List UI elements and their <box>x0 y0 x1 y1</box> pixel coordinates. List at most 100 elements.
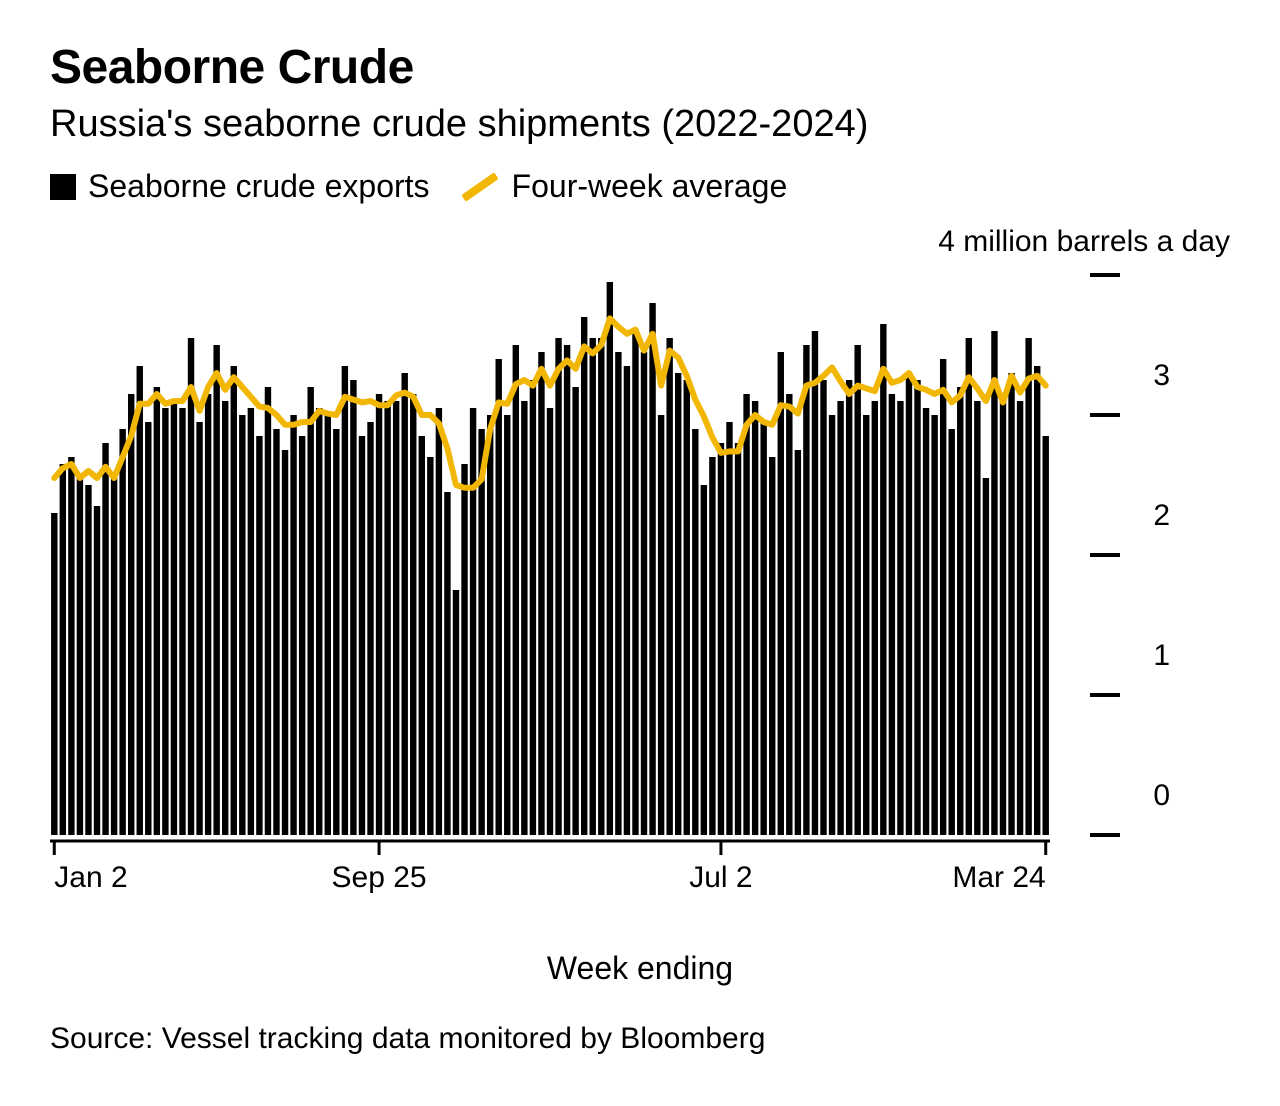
bar <box>111 478 117 835</box>
bar <box>709 457 715 835</box>
y-unit-label: 4 million barrels a day <box>938 225 1230 259</box>
bar <box>376 394 382 835</box>
bar <box>359 436 365 835</box>
bar <box>282 450 288 835</box>
legend-item-line: Four-week average <box>460 168 788 205</box>
bar <box>564 345 570 835</box>
bar <box>196 422 202 835</box>
legend-item-bars: Seaborne crude exports <box>50 168 430 205</box>
bar <box>590 338 596 835</box>
bar <box>726 422 732 835</box>
bar <box>692 429 698 835</box>
bar <box>273 429 279 835</box>
bar <box>51 513 57 835</box>
bar <box>401 373 407 835</box>
bar <box>265 387 271 835</box>
bar <box>333 429 339 835</box>
chart-svg: 0123Jan 2Sep 25Jul 2Mar 24 <box>50 235 1200 895</box>
bar <box>598 338 604 835</box>
x-tick-label: Jan 2 <box>54 861 127 894</box>
bar <box>949 429 955 835</box>
bar <box>820 380 826 835</box>
bar <box>658 415 664 835</box>
bar <box>735 443 741 835</box>
chart-title: Seaborne Crude <box>50 40 1230 95</box>
x-tick-label: Mar 24 <box>952 861 1045 894</box>
bar <box>171 401 177 835</box>
bar <box>513 345 519 835</box>
bar <box>256 436 262 835</box>
bar <box>410 394 416 835</box>
bar <box>188 338 194 835</box>
bar <box>966 338 972 835</box>
bar <box>1043 436 1049 835</box>
bar <box>60 464 66 835</box>
y-tick-label: 3 <box>1153 359 1170 392</box>
source-text: Source: Vessel tracking data monitored b… <box>50 1022 1230 1056</box>
bar <box>504 415 510 835</box>
bar <box>812 331 818 835</box>
bar <box>974 401 980 835</box>
bar <box>718 443 724 835</box>
bar <box>384 401 390 835</box>
bar <box>684 380 690 835</box>
bar <box>290 415 296 835</box>
bar <box>521 401 527 835</box>
bar <box>675 373 681 835</box>
bar <box>572 387 578 835</box>
y-tick-label: 2 <box>1153 499 1170 532</box>
bar <box>957 387 963 835</box>
legend-bar-label: Seaborne crude exports <box>88 168 430 205</box>
bar <box>393 401 399 835</box>
bar <box>1017 401 1023 835</box>
bar <box>701 485 707 835</box>
bar <box>632 331 638 835</box>
y-tick-label: 0 <box>1153 779 1170 812</box>
chart-area: 4 million barrels a day 0123Jan 2Sep 25J… <box>50 235 1230 895</box>
bar <box>983 478 989 835</box>
x-tick-label: Sep 25 <box>332 861 427 894</box>
bar <box>453 590 459 835</box>
bar <box>231 366 237 835</box>
bar <box>1025 338 1031 835</box>
bar <box>470 408 476 835</box>
bar <box>419 436 425 835</box>
bar <box>1008 373 1014 835</box>
bar <box>897 401 903 835</box>
legend: Seaborne crude exports Four-week average <box>50 168 1230 205</box>
bar <box>162 408 168 835</box>
bar <box>914 380 920 835</box>
bar <box>778 352 784 835</box>
bar <box>615 352 621 835</box>
bar <box>496 359 502 835</box>
bar <box>743 394 749 835</box>
x-axis-title: Week ending <box>50 950 1230 987</box>
bar <box>444 492 450 835</box>
bar <box>102 443 108 835</box>
bar <box>538 352 544 835</box>
bar <box>547 408 553 835</box>
bar <box>581 317 587 835</box>
bar <box>846 380 852 835</box>
bar <box>461 464 467 835</box>
bar <box>342 366 348 835</box>
bar <box>307 387 313 835</box>
bar <box>607 282 613 835</box>
bar <box>239 415 245 835</box>
bar <box>179 408 185 835</box>
legend-line-label: Four-week average <box>512 168 788 205</box>
bar <box>666 338 672 835</box>
bar <box>427 457 433 835</box>
bar <box>213 345 219 835</box>
bar <box>760 422 766 835</box>
bar <box>854 345 860 835</box>
bar-swatch-icon <box>50 174 76 200</box>
bar <box>205 394 211 835</box>
bar <box>316 408 322 835</box>
bar <box>145 422 151 835</box>
bar <box>786 394 792 835</box>
bar <box>478 429 484 835</box>
bar <box>837 401 843 835</box>
bar <box>154 387 160 835</box>
bar <box>906 373 912 835</box>
